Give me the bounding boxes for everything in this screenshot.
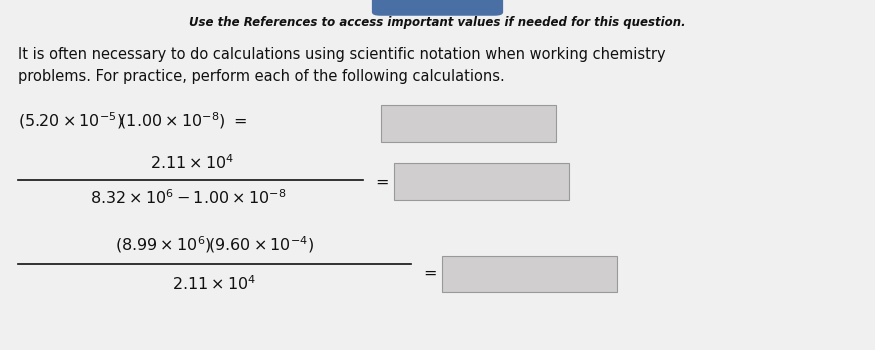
- FancyBboxPatch shape: [381, 105, 556, 142]
- Text: $=$: $=$: [372, 174, 388, 189]
- FancyBboxPatch shape: [372, 0, 503, 16]
- Text: $\left(5.20\times10^{-5}\right)\!\left(1.00\times10^{-8}\right)\ =$: $\left(5.20\times10^{-5}\right)\!\left(1…: [18, 110, 247, 131]
- FancyBboxPatch shape: [442, 256, 617, 292]
- FancyBboxPatch shape: [394, 163, 569, 199]
- Text: problems. For practice, perform each of the following calculations.: problems. For practice, perform each of …: [18, 70, 504, 84]
- Text: $2.11\times10^{4}$: $2.11\times10^{4}$: [150, 153, 235, 172]
- Text: $\left(8.99\times10^{6}\right)\!\left(9.60\times10^{-4}\right)$: $\left(8.99\times10^{6}\right)\!\left(9.…: [115, 234, 314, 255]
- Text: References: References: [398, 0, 477, 3]
- Text: $2.11\times10^{4}$: $2.11\times10^{4}$: [172, 274, 256, 293]
- Text: $8.32\times10^{6}-1.00\times10^{-8}$: $8.32\times10^{6}-1.00\times10^{-8}$: [90, 188, 286, 207]
- Text: Use the References to access important values if needed for this question.: Use the References to access important v…: [189, 16, 686, 29]
- Text: It is often necessary to do calculations using scientific notation when working : It is often necessary to do calculations…: [18, 47, 665, 62]
- Text: $=$: $=$: [420, 265, 437, 280]
